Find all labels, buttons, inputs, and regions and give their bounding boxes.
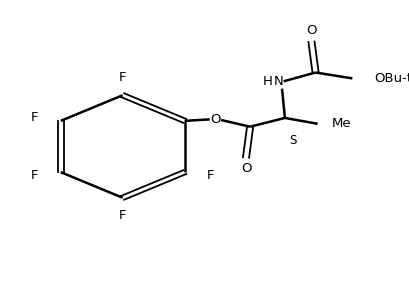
Text: O: O xyxy=(306,24,317,37)
Text: F: F xyxy=(31,111,38,125)
Text: F: F xyxy=(207,168,215,182)
Text: O: O xyxy=(241,162,251,175)
Text: O: O xyxy=(210,113,220,126)
Text: F: F xyxy=(119,71,126,84)
Text: OBu-t: OBu-t xyxy=(374,72,409,85)
Text: S: S xyxy=(289,134,297,147)
Text: N: N xyxy=(274,75,283,88)
Text: H: H xyxy=(262,75,272,88)
Text: Me: Me xyxy=(332,117,352,130)
Text: F: F xyxy=(119,209,126,222)
Text: F: F xyxy=(31,168,38,182)
